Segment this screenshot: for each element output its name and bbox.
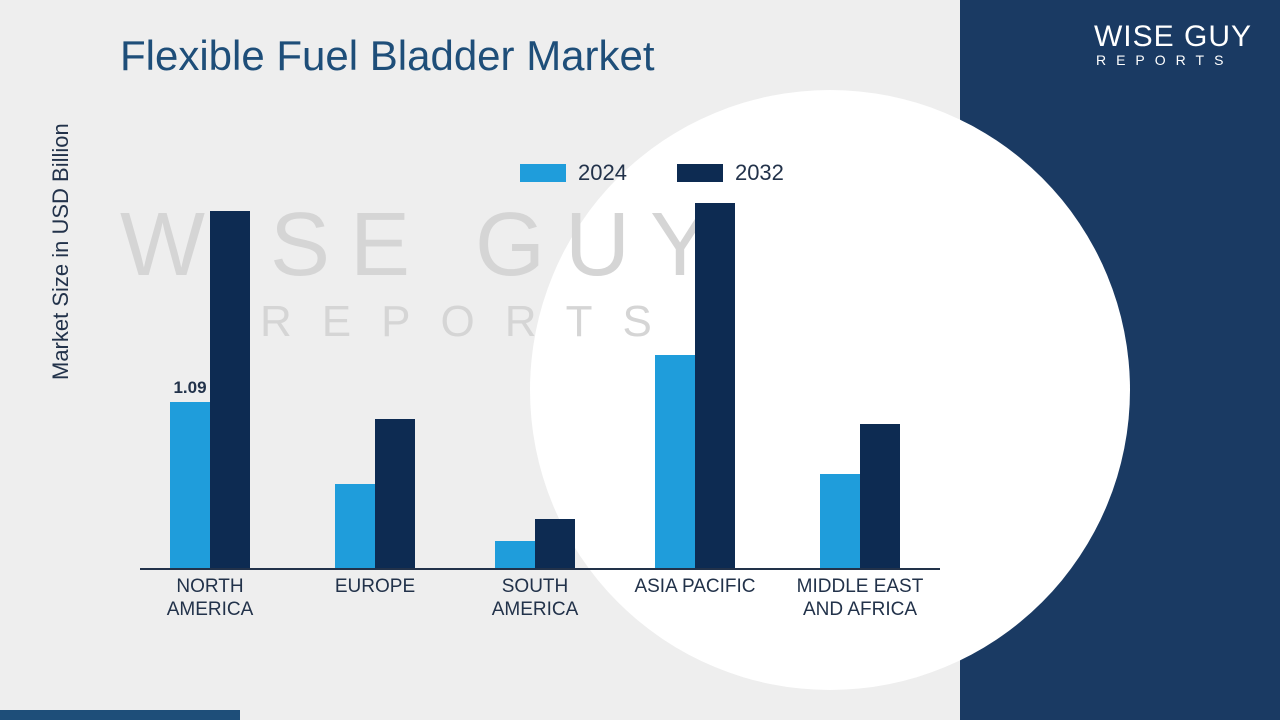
category-label: MIDDLE EAST AND AFRICA <box>790 576 930 622</box>
category-label: NORTH AMERICA <box>140 576 280 622</box>
brand-logo-bottom: REPORTS <box>1096 52 1252 68</box>
bar-value-label: 1.09 <box>173 378 206 398</box>
legend-item-2024: 2024 <box>520 160 627 186</box>
bar-2024: 1.09 <box>170 402 210 568</box>
category-label: EUROPE <box>305 576 445 599</box>
bar-2024 <box>655 355 695 568</box>
bar-2024 <box>335 484 375 568</box>
legend: 2024 2032 <box>520 160 784 186</box>
category-label: ASIA PACIFIC <box>625 576 765 599</box>
legend-label-2024: 2024 <box>578 160 627 186</box>
brand-logo-top: WISE GUY <box>1094 22 1252 52</box>
legend-swatch-2032 <box>677 164 723 182</box>
legend-swatch-2024 <box>520 164 566 182</box>
bar-2024 <box>495 541 535 568</box>
bar-2032 <box>210 211 250 568</box>
bar-2024 <box>820 474 860 568</box>
brand-logo: WISE GUY REPORTS <box>1094 22 1252 68</box>
plot-area: 1.09NORTH AMERICAEUROPESOUTH AMERICAASIA… <box>140 190 940 570</box>
category-label: SOUTH AMERICA <box>465 576 605 622</box>
bar-2032 <box>375 419 415 568</box>
legend-item-2032: 2032 <box>677 160 784 186</box>
footer-accent <box>0 710 240 720</box>
chart-title: Flexible Fuel Bladder Market <box>120 32 655 80</box>
bar-2032 <box>695 203 735 568</box>
legend-label-2032: 2032 <box>735 160 784 186</box>
bar-2032 <box>535 519 575 568</box>
bar-2032 <box>860 424 900 568</box>
bar-chart: 1.09NORTH AMERICAEUROPESOUTH AMERICAASIA… <box>100 190 940 570</box>
y-axis-label: Market Size in USD Billion <box>48 123 74 380</box>
